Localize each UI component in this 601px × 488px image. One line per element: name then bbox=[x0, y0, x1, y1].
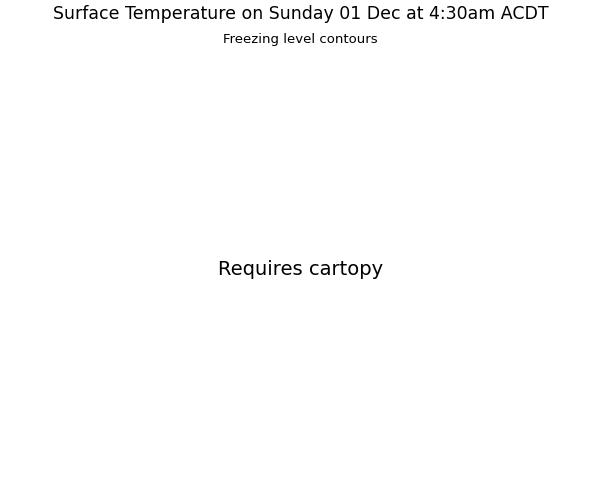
Text: Requires cartopy: Requires cartopy bbox=[218, 260, 383, 279]
Text: Freezing level contours: Freezing level contours bbox=[223, 34, 378, 46]
Text: Surface Temperature on Sunday 01 Dec at 4:30am ACDT: Surface Temperature on Sunday 01 Dec at … bbox=[53, 5, 548, 23]
